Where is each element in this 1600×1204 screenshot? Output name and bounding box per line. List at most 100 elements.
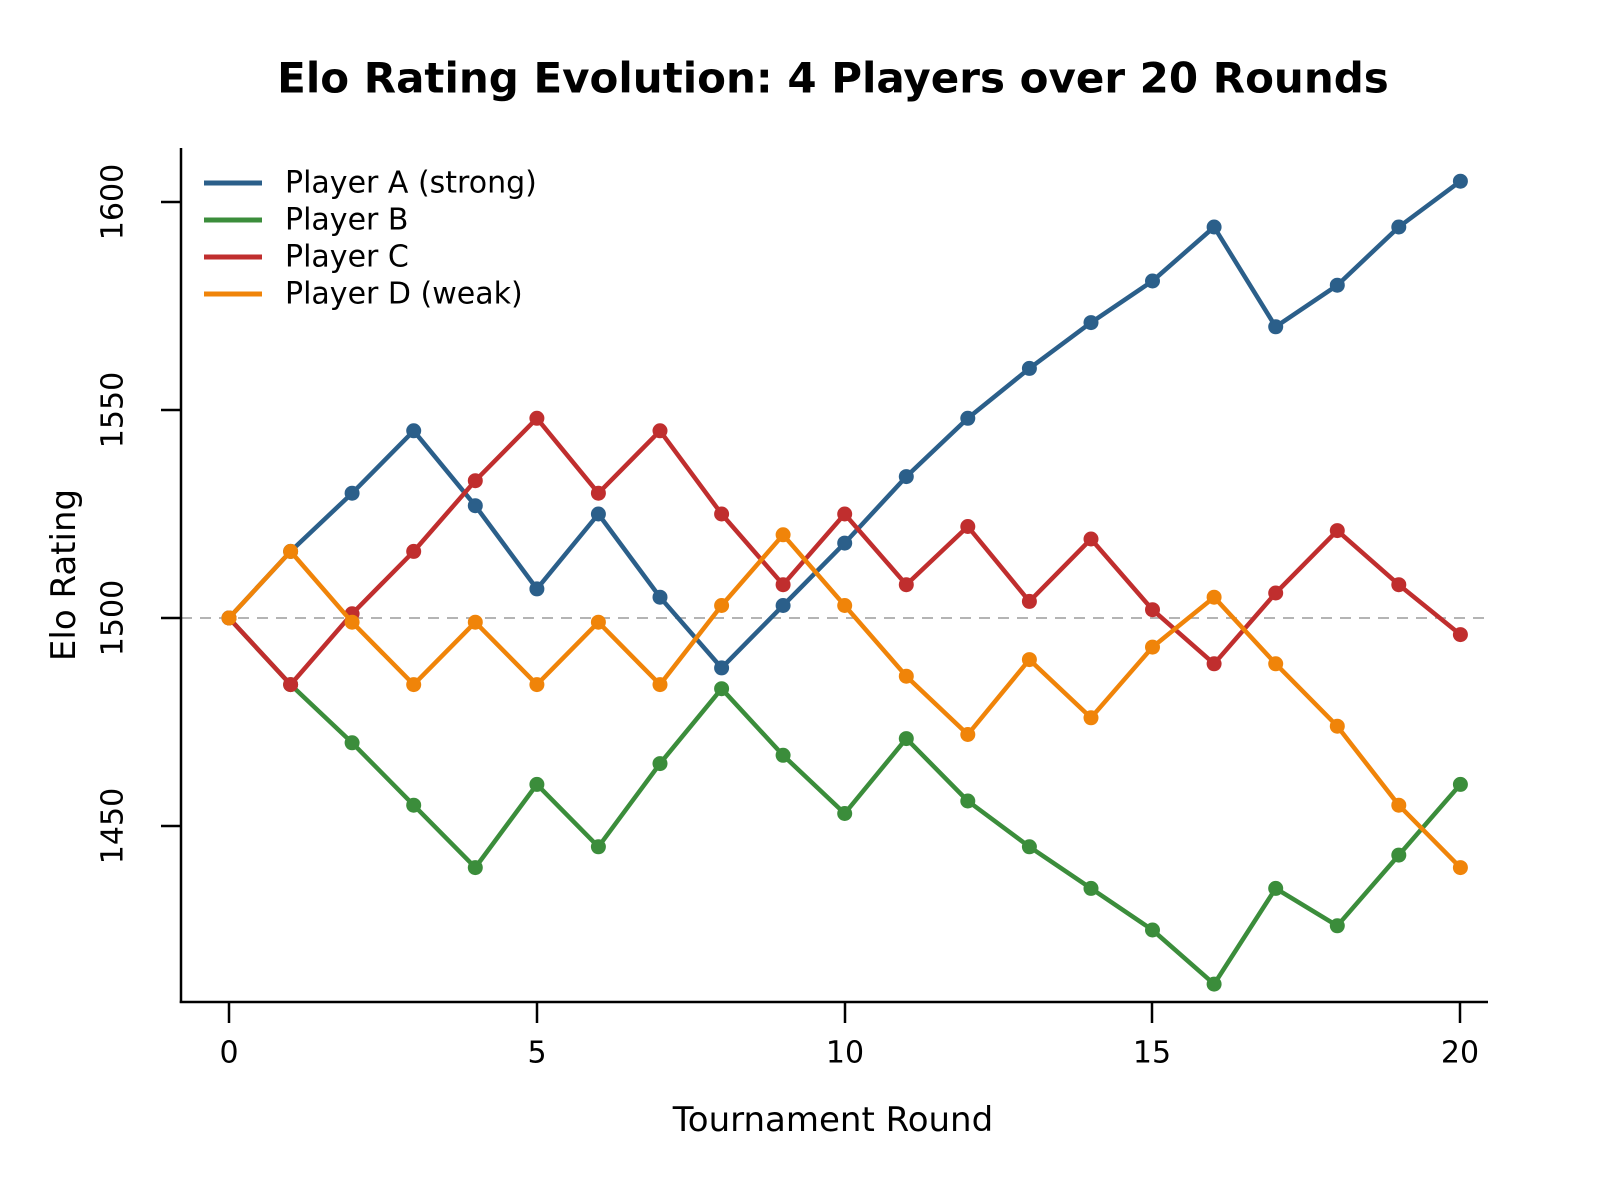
data-point	[775, 527, 791, 543]
data-point	[467, 498, 483, 514]
x-axis-title: Tournament Round	[672, 1100, 993, 1140]
data-point	[652, 756, 668, 772]
data-point	[714, 506, 730, 522]
data-point	[590, 506, 606, 522]
data-point	[344, 614, 360, 630]
data-point	[775, 747, 791, 763]
legend: Player A (strong) Player B Player C Play…	[204, 166, 537, 312]
data-point	[652, 589, 668, 605]
data-point	[1452, 776, 1468, 792]
data-point	[1145, 273, 1160, 289]
data-point	[960, 410, 976, 426]
y-axis-title: Elo Rating	[44, 489, 84, 661]
data-point	[1391, 797, 1407, 813]
data-point	[1268, 319, 1284, 335]
data-point	[1021, 360, 1037, 376]
data-point	[283, 677, 299, 693]
data-point	[1268, 656, 1284, 672]
data-point	[898, 577, 914, 593]
data-point	[775, 577, 791, 593]
y-tick-marks	[161, 200, 181, 828]
x-tick-marks	[227, 1002, 1462, 1023]
data-point	[1391, 577, 1407, 593]
data-point	[837, 806, 853, 821]
data-point	[1206, 656, 1222, 672]
data-point	[406, 423, 422, 439]
data-point	[775, 598, 791, 613]
x-tick-5: 5	[527, 1036, 546, 1071]
data-point	[714, 660, 730, 676]
data-point	[837, 598, 853, 613]
data-point	[1391, 219, 1407, 235]
data-point	[837, 535, 853, 551]
y-tick-1550: 1550	[96, 372, 131, 448]
data-point	[1083, 531, 1099, 547]
data-point	[467, 473, 483, 489]
data-point	[1021, 839, 1037, 855]
data-point	[898, 469, 914, 485]
chart-title: Elo Rating Evolution: 4 Players over 20 …	[277, 54, 1389, 103]
data-point	[406, 543, 422, 559]
data-point	[529, 581, 545, 597]
data-point	[1021, 652, 1037, 668]
data-point	[221, 610, 237, 626]
data-point	[1021, 593, 1037, 609]
y-tick-labels: 1600 1550 1500 1450	[96, 164, 131, 864]
data-point	[529, 677, 545, 693]
data-point	[1452, 173, 1468, 189]
data-point	[1083, 710, 1099, 726]
x-tick-0: 0	[219, 1036, 238, 1071]
data-point	[283, 543, 299, 559]
data-point	[467, 860, 483, 876]
data-point	[529, 776, 545, 792]
y-tick-1600: 1600	[96, 164, 131, 240]
data-point	[1083, 315, 1099, 331]
data-point	[1268, 585, 1284, 601]
data-point	[837, 506, 853, 522]
data-point	[1145, 602, 1160, 618]
data-point	[1145, 922, 1160, 938]
data-point	[960, 727, 976, 742]
data-point	[590, 839, 606, 855]
data-point	[1268, 880, 1284, 896]
data-point	[1329, 918, 1345, 934]
data-point	[714, 598, 730, 613]
legend-label-player-a: Player A (strong)	[285, 166, 537, 201]
x-tick-labels: 0 5 10 15 20	[219, 1036, 1479, 1071]
data-point	[406, 797, 422, 813]
data-point	[960, 519, 976, 534]
data-point	[714, 681, 730, 697]
legend-label-player-d: Player D (weak)	[285, 277, 523, 312]
data-point	[467, 614, 483, 630]
data-point	[1206, 589, 1222, 605]
data-point	[406, 677, 422, 693]
data-point	[960, 793, 976, 809]
data-point	[1329, 523, 1345, 539]
data-point	[1391, 847, 1407, 863]
data-point	[652, 677, 668, 693]
data-point	[1206, 976, 1222, 992]
data-point	[344, 735, 360, 751]
data-point	[529, 410, 545, 426]
data-point	[652, 423, 668, 439]
x-tick-10: 10	[826, 1036, 864, 1071]
data-point	[1452, 860, 1468, 876]
y-tick-1450: 1450	[96, 788, 131, 864]
plot-layer	[181, 173, 1487, 992]
x-tick-20: 20	[1441, 1036, 1479, 1071]
y-tick-1500: 1500	[96, 580, 131, 656]
data-point	[898, 668, 914, 684]
x-tick-15: 15	[1133, 1036, 1171, 1071]
data-point	[898, 731, 914, 747]
data-point	[1329, 718, 1345, 734]
data-point	[1206, 219, 1222, 235]
data-point	[590, 614, 606, 630]
data-point	[1083, 880, 1099, 896]
data-point	[1145, 639, 1160, 655]
data-point	[1452, 627, 1468, 643]
data-point	[1329, 277, 1345, 293]
data-point	[344, 485, 360, 501]
legend-label-player-c: Player C	[285, 240, 409, 275]
data-point	[590, 485, 606, 501]
